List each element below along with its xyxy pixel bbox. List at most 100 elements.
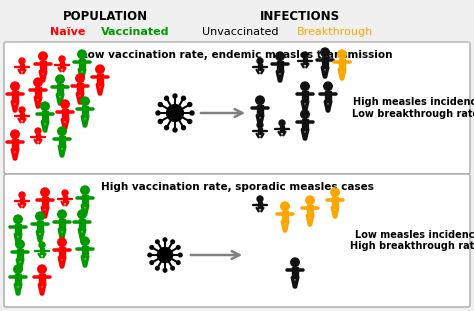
Bar [20,64,24,70]
Bar [277,61,283,72]
Circle shape [188,103,191,106]
Bar [20,198,24,204]
Circle shape [155,240,159,244]
Circle shape [256,96,264,104]
Bar [77,82,83,94]
Circle shape [257,196,263,202]
Bar [339,58,345,70]
Bar [258,64,262,70]
Bar [332,197,338,207]
Bar [59,136,65,146]
Bar [36,134,40,140]
Bar [82,245,88,257]
Circle shape [163,238,167,242]
Text: Breakthrough: Breakthrough [297,27,373,37]
Bar [322,57,328,67]
Circle shape [38,265,46,273]
Bar [257,104,263,116]
Text: High vaccination rate, sporadic measles cases: High vaccination rate, sporadic measles … [100,182,374,192]
Circle shape [176,246,180,249]
Circle shape [331,188,339,197]
Circle shape [179,253,182,257]
Bar [59,219,65,230]
Circle shape [81,97,89,105]
Bar [79,219,85,230]
Circle shape [176,261,180,264]
Circle shape [41,102,49,110]
Bar [79,58,85,70]
Bar [258,202,262,208]
Circle shape [148,253,152,257]
Circle shape [56,75,64,83]
Text: Low vaccination rate, endemic measles transmission: Low vaccination rate, endemic measles tr… [81,50,393,60]
Circle shape [36,212,44,220]
Circle shape [81,186,89,194]
Bar [12,91,18,102]
Circle shape [171,240,174,244]
Circle shape [58,127,66,136]
Circle shape [173,94,177,98]
Circle shape [34,78,42,86]
Text: High measles incidence
Low breakthrough rates: High measles incidence Low breakthrough … [352,97,474,119]
Circle shape [166,104,183,121]
Bar [325,91,331,102]
Circle shape [19,107,25,113]
Circle shape [301,110,309,118]
Text: POPULATION: POPULATION [63,10,147,23]
Circle shape [62,190,68,196]
Circle shape [182,96,185,100]
Circle shape [39,242,45,248]
Circle shape [158,119,162,123]
Circle shape [78,210,86,219]
Circle shape [150,246,154,249]
Circle shape [302,52,308,58]
Circle shape [11,130,19,138]
Text: Vaccinated: Vaccinated [101,27,169,37]
Bar [82,194,88,206]
Bar [40,248,44,254]
Text: Low measles incidence
High breakthrough rates: Low measles incidence High breakthrough … [350,230,474,251]
Circle shape [257,122,263,128]
Circle shape [39,52,47,61]
Bar [39,273,45,285]
Circle shape [321,48,329,57]
Circle shape [173,128,177,132]
Circle shape [59,56,65,62]
Circle shape [281,202,289,211]
Bar [20,113,24,119]
Circle shape [301,82,309,91]
Circle shape [338,50,346,58]
Bar [60,62,64,68]
Bar [307,205,313,216]
Circle shape [14,265,22,273]
Bar [63,196,67,202]
Bar [280,126,284,132]
Bar [282,211,288,221]
Circle shape [96,65,104,73]
Circle shape [324,82,332,91]
Bar [62,109,68,119]
Circle shape [155,267,159,270]
Bar [292,267,298,277]
Bar [15,273,21,285]
Bar [15,224,21,234]
Circle shape [164,126,168,130]
FancyBboxPatch shape [4,42,470,174]
Circle shape [19,192,25,198]
Circle shape [164,96,168,100]
Circle shape [171,267,174,270]
Circle shape [291,258,299,267]
Circle shape [158,103,162,106]
Bar [57,83,63,95]
Circle shape [276,52,284,61]
Bar [82,105,88,117]
Circle shape [41,188,49,197]
Circle shape [190,111,194,115]
Bar [42,197,48,207]
Bar [59,247,65,258]
Bar [302,118,308,130]
Circle shape [11,82,19,91]
Text: INFECTIONS: INFECTIONS [260,10,340,23]
Bar [40,61,46,72]
Circle shape [76,74,84,82]
